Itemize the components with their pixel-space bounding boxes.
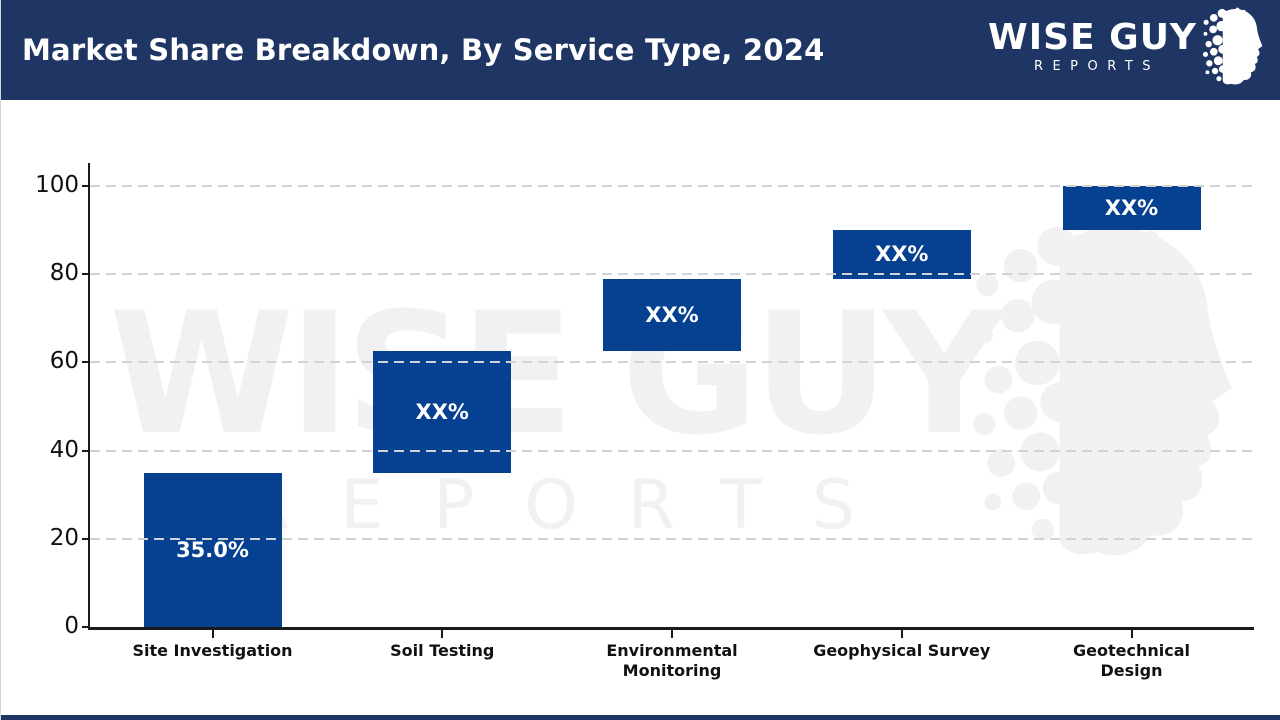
brand-wordmark: WISE GUY REPORTS — [988, 18, 1197, 74]
bar-value-label: XX% — [415, 400, 469, 424]
y-tick — [82, 361, 90, 364]
x-category-label: Soil Testing — [390, 641, 495, 660]
x-tick — [671, 630, 673, 638]
chart-area: WISE GUY REPORTS 0 20 40 60 80 100 35.0% Site I… — [1, 100, 1280, 715]
x-tick — [900, 630, 903, 638]
y-tick-label: 40 — [49, 436, 79, 463]
x-category-label: Environmental Monitoring — [606, 641, 738, 680]
bar-value-label: XX% — [1104, 196, 1159, 221]
page-title: Market Share Breakdown, By Service Type,… — [22, 33, 825, 67]
y-tick — [82, 185, 90, 187]
bar — [832, 230, 971, 279]
y-tick-label: 100 — [35, 172, 79, 198]
x-category-label: Geophysical Survey — [813, 641, 991, 660]
x-category-label: Site Investigation — [132, 641, 293, 660]
y-tick — [82, 537, 90, 540]
brand-logo: WISE GUY REPORTS — [988, 6, 1265, 86]
y-tick — [82, 273, 90, 276]
y-axis-spine — [88, 163, 90, 630]
gridline — [90, 185, 1254, 187]
y-tick-label: 0 — [64, 613, 79, 639]
gridline — [90, 273, 1254, 276]
y-tick-label: 20 — [49, 524, 79, 551]
y-tick — [82, 626, 90, 628]
header-bar: Market Share Breakdown, By Service Type,… — [1, 0, 1280, 100]
y-tick-label: 80 — [49, 260, 79, 287]
brand-subtext: REPORTS — [1033, 58, 1161, 74]
x-tick — [441, 630, 444, 638]
x-tick — [211, 630, 214, 638]
brand-name: WISE GUY — [987, 17, 1197, 59]
wiseguy-face-icon — [1201, 6, 1265, 86]
gridline — [90, 537, 1254, 540]
gridline — [90, 361, 1254, 364]
gridline — [90, 449, 1254, 452]
bar-value-label: XX% — [875, 242, 929, 267]
footer-accent-bar — [1, 715, 1280, 720]
x-category-label: Geotechnical Design — [1073, 641, 1190, 680]
bar-value-label: XX% — [645, 302, 699, 327]
y-tick-label: 60 — [49, 348, 79, 375]
bar — [373, 351, 512, 473]
bar — [603, 278, 741, 352]
bar — [143, 472, 282, 627]
bar-chart-plot: 0 20 40 60 80 100 35.0% Site Investigation XX% So… — [1, 100, 1280, 715]
x-tick — [1130, 630, 1133, 638]
y-tick — [82, 449, 90, 452]
bar-value-label: 35.0% — [176, 537, 249, 562]
x-axis-spine — [88, 627, 1254, 630]
